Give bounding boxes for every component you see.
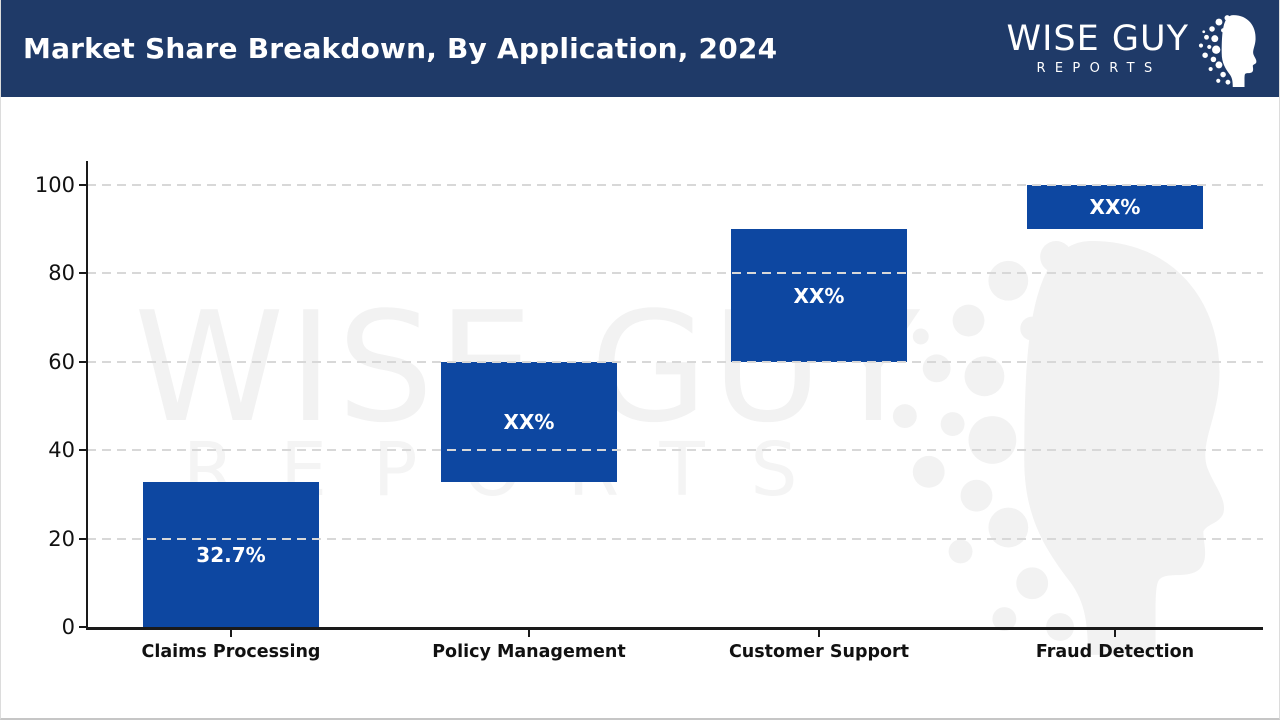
y-tick-label-0: 0 bbox=[61, 615, 75, 639]
x-axis-label-claims-processing: Claims Processing bbox=[141, 642, 321, 662]
y-tick-label-60: 60 bbox=[48, 349, 75, 374]
y-tick-80 bbox=[79, 272, 87, 275]
bar-value-label-fraud-detection: XX% bbox=[1089, 195, 1141, 220]
brand-logo: WISE GUY REPORTS bbox=[1006, 11, 1265, 87]
gridline-60 bbox=[87, 360, 1263, 363]
y-tick-0 bbox=[79, 626, 87, 628]
y-tick-20 bbox=[79, 537, 87, 540]
x-tick-customer-support bbox=[818, 630, 820, 637]
bar-policy-management bbox=[441, 361, 617, 483]
x-axis-label-fraud-detection: Fraud Detection bbox=[1035, 642, 1195, 662]
y-tick-100 bbox=[79, 184, 87, 186]
bar-value-label-policy-management: XX% bbox=[503, 410, 555, 435]
watermark-head-icon bbox=[892, 240, 1225, 655]
y-tick-label-20: 20 bbox=[48, 526, 75, 551]
y-axis-spine bbox=[86, 161, 88, 630]
chart-area: WISE GUY REPORTS 32.7%Claims ProcessingX… bbox=[1, 97, 1279, 718]
gridline-20 bbox=[87, 537, 1263, 540]
y-tick-label-80: 80 bbox=[48, 261, 75, 286]
x-axis-spine bbox=[86, 627, 1263, 630]
brand-subname: REPORTS bbox=[1036, 61, 1162, 76]
bar-customer-support bbox=[731, 229, 907, 362]
y-tick-label-100: 100 bbox=[34, 173, 75, 197]
x-tick-fraud-detection bbox=[1114, 630, 1116, 637]
brand-name: WISE GUY bbox=[1006, 19, 1189, 59]
x-axis-label-customer-support: Customer Support bbox=[728, 642, 910, 662]
gridline-40 bbox=[87, 449, 1263, 452]
page-title: Market Share Breakdown, By Application, … bbox=[23, 32, 778, 65]
bar-fraud-detection bbox=[1027, 185, 1203, 230]
bar-claims-processing bbox=[143, 482, 319, 627]
gridline-100 bbox=[87, 184, 1263, 186]
x-tick-claims-processing bbox=[230, 630, 232, 637]
x-tick-policy-management bbox=[528, 630, 530, 637]
gridline-80 bbox=[87, 272, 1263, 275]
brand-logo-text: WISE GUY REPORTS bbox=[1006, 19, 1189, 76]
x-axis-label-policy-management: Policy Management bbox=[432, 642, 626, 662]
bar-value-label-customer-support: XX% bbox=[793, 283, 845, 308]
head-profile-icon bbox=[1198, 14, 1257, 87]
y-tick-60 bbox=[79, 360, 87, 363]
y-tick-40 bbox=[79, 449, 87, 452]
header-bar: Market Share Breakdown, By Application, … bbox=[1, 0, 1279, 97]
y-tick-label-40: 40 bbox=[48, 438, 75, 463]
bar-value-label-claims-processing: 32.7% bbox=[196, 542, 266, 567]
